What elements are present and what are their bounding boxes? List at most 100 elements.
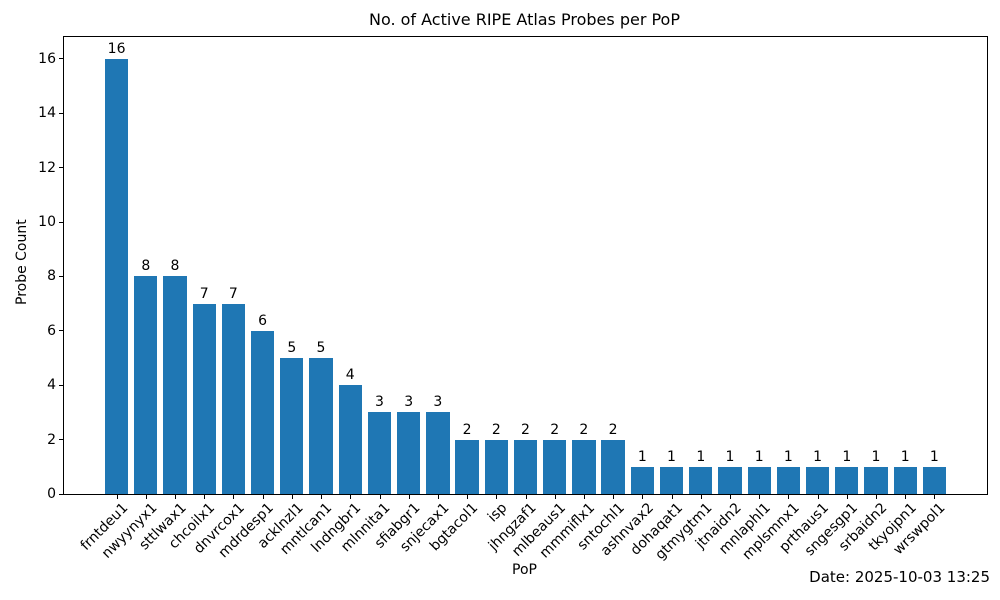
y-tick-label: 0 — [47, 486, 56, 502]
bar-value-label: 4 — [345, 367, 355, 384]
y-tick-mark — [59, 384, 63, 386]
y-tick-mark — [59, 167, 63, 169]
bar-value-label: 2 — [550, 421, 560, 438]
y-tick-mark — [59, 330, 63, 332]
bar-value-label: 1 — [754, 448, 764, 465]
x-tick-mark — [291, 495, 293, 499]
bar-mntlcan1 — [309, 358, 333, 494]
bar-acklnzl1 — [280, 358, 304, 494]
bar-value-label: 7 — [199, 285, 209, 302]
bar-value-label: 1 — [637, 448, 647, 465]
x-tick-mark — [408, 495, 410, 499]
bar-value-label: 3 — [375, 394, 384, 411]
bar-value-label: 3 — [404, 394, 414, 411]
bar-snjecax1 — [426, 412, 450, 494]
bar-value-label: 8 — [141, 258, 151, 275]
bar-mlnnita1 — [367, 412, 392, 494]
x-tick-mark — [467, 495, 469, 499]
x-tick-mark — [642, 495, 644, 499]
bar-frntdeu1 — [104, 58, 129, 494]
bar-mlbeaus1 — [543, 439, 567, 494]
bar-nwyynyx1 — [134, 276, 158, 494]
bar-dnvrcox1 — [221, 303, 246, 494]
x-tick-mark — [817, 495, 819, 499]
bar-value-label: 2 — [491, 421, 501, 438]
y-tick-label: 4 — [47, 377, 56, 394]
bar-sntochl1 — [601, 439, 625, 494]
bar-value-label: 2 — [462, 421, 472, 438]
bar-value-label: 5 — [287, 340, 297, 356]
y-tick-label: 2 — [47, 431, 56, 448]
x-tick-mark — [876, 495, 877, 499]
bar-prthaus1 — [805, 466, 830, 494]
bar-value-label: 8 — [170, 258, 180, 275]
x-tick-mark — [525, 495, 527, 499]
bar-gtmygtm1 — [689, 466, 713, 494]
bar-ashnvax2 — [630, 466, 655, 494]
bar-chcoilx1 — [192, 303, 216, 494]
x-tick-mark — [350, 495, 352, 499]
x-tick-mark — [583, 495, 585, 499]
x-tick-mark — [321, 495, 322, 499]
chart-title: No. of Active RIPE Atlas Probes per PoP — [368, 10, 680, 29]
bar-value-label: 1 — [667, 448, 676, 465]
x-tick-mark — [788, 495, 790, 499]
x-tick-mark — [262, 495, 264, 499]
bar-mnlaphl1 — [747, 466, 771, 494]
y-tick-label: 8 — [47, 268, 56, 285]
y-tick-label: 6 — [47, 322, 56, 339]
date-annotation: Date: 2025-10-03 13:25 — [809, 568, 990, 586]
bar-sttlwax1 — [163, 276, 187, 494]
bar-dohaqat1 — [659, 466, 684, 494]
bar-value-label: 1 — [813, 448, 823, 465]
bar-value-label: 1 — [871, 448, 881, 465]
bar-value-label: 1 — [696, 448, 706, 465]
bar-sngesgp1 — [835, 466, 859, 494]
bar-value-label: 1 — [783, 448, 793, 465]
x-tick-mark — [613, 495, 615, 499]
x-tick-mark — [233, 495, 235, 499]
x-tick-mark — [379, 495, 381, 499]
bar-srbaidn2 — [864, 466, 888, 494]
bar-lndngbr1 — [338, 385, 362, 494]
bar-mdrdesp1 — [250, 330, 275, 494]
x-tick-mark — [700, 495, 702, 499]
plot-area: 16 frntdeu1 8 nwyynyx1 8 sttlwax1 7 chcoilx1 7 dn… — [38, 36, 988, 563]
bar-mplsmnx1 — [776, 466, 801, 494]
x-tick-mark — [496, 495, 498, 499]
x-tick-mark — [175, 495, 176, 499]
bar-value-label: 3 — [433, 394, 443, 411]
y-tick-mark — [59, 439, 63, 441]
bar-value-label: 6 — [258, 312, 268, 329]
bar-wrswpol1 — [922, 466, 947, 494]
y-tick-label: 14 — [38, 105, 56, 122]
x-tick-mark — [759, 495, 761, 499]
x-tick-mark — [437, 495, 439, 499]
bar-bgtacol1 — [455, 439, 479, 494]
bar-value-label: 16 — [107, 40, 126, 57]
y-tick-mark — [59, 275, 63, 277]
bar-value-label: 7 — [228, 285, 238, 302]
bar-value-label: 5 — [316, 340, 326, 356]
y-axis-label: Probe Count — [14, 219, 30, 305]
x-tick-mark — [204, 495, 206, 499]
y-tick-mark — [59, 221, 63, 223]
bar-mmmiflx1 — [572, 439, 596, 494]
bar-value-label: 2 — [579, 421, 589, 438]
x-tick-mark — [846, 495, 848, 499]
bar-value-label: 1 — [842, 448, 852, 465]
y-tick-mark — [59, 58, 63, 60]
bar-value-label: 1 — [725, 448, 735, 465]
y-tick-label: 10 — [38, 214, 56, 230]
bar-jhngzaf1 — [513, 439, 538, 494]
x-tick-mark — [554, 495, 556, 499]
bar-value-label: 1 — [900, 448, 910, 465]
y-tick-mark — [59, 493, 63, 495]
y-tick-label: 16 — [38, 50, 56, 67]
bar-jtnaidn2 — [718, 466, 742, 494]
bar-value-label: 1 — [929, 448, 939, 465]
bar-value-label: 2 — [521, 421, 530, 438]
bar-tkyojpn1 — [893, 466, 917, 494]
x-tick-mark — [145, 495, 147, 499]
